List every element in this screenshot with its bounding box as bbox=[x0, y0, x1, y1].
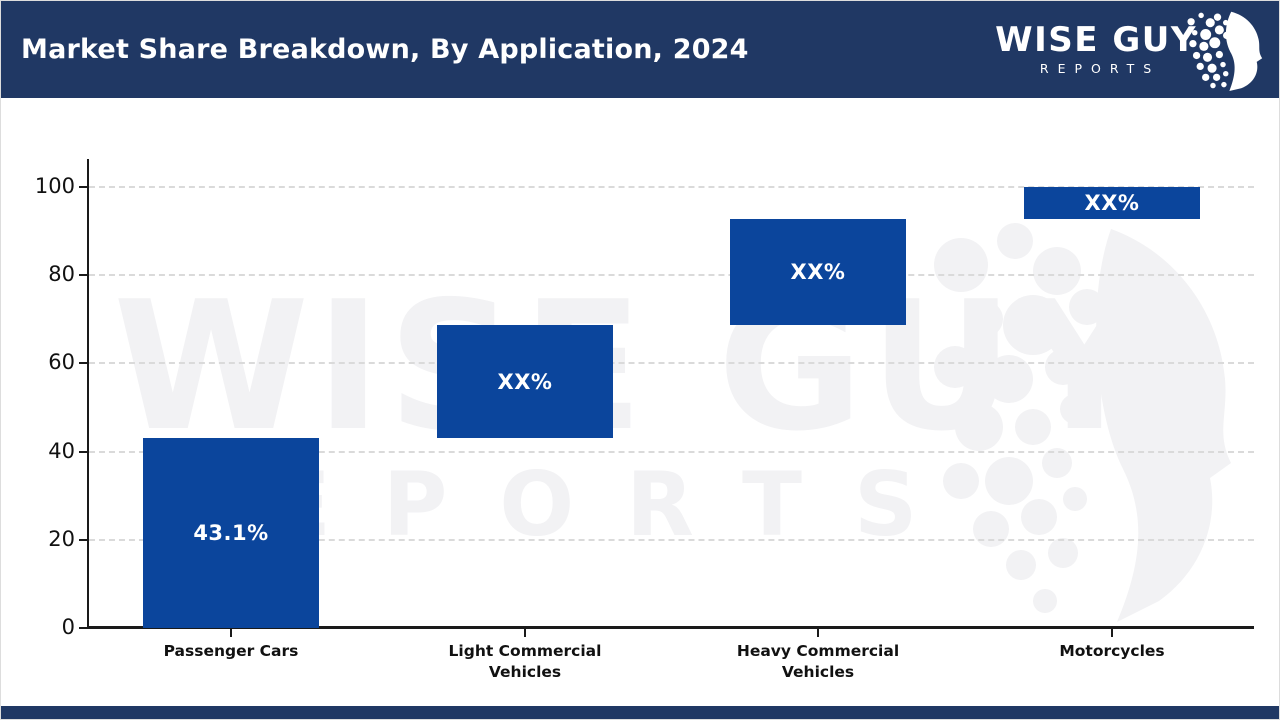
logo-text: WISE GUY REPORTS bbox=[995, 23, 1197, 76]
x-category-label-line: Heavy Commercial bbox=[736, 642, 900, 660]
bar-value-label: 43.1% bbox=[193, 520, 269, 545]
y-tick-label: 100 bbox=[34, 174, 75, 198]
bar: XX% bbox=[437, 325, 613, 438]
gridline bbox=[89, 362, 1254, 365]
gridline bbox=[89, 274, 1254, 277]
bar: XX% bbox=[1024, 187, 1200, 219]
watermark-head-icon bbox=[934, 223, 1231, 622]
logo-subtitle: REPORTS bbox=[1039, 61, 1161, 76]
x-category-label-line: Passenger Cars bbox=[163, 642, 299, 660]
x-category-label: Light Commercial Vehicles bbox=[385, 641, 665, 683]
gridline bbox=[89, 450, 1254, 453]
bar-value-label: XX% bbox=[790, 260, 846, 285]
y-tick-label: 60 bbox=[48, 350, 75, 375]
x-tick-mark bbox=[817, 629, 819, 637]
page-title: Market Share Breakdown, By Application, … bbox=[21, 34, 749, 65]
y-tick-label: 0 bbox=[61, 615, 75, 639]
bar: 43.1% bbox=[143, 437, 319, 628]
bar-value-label: XX% bbox=[497, 369, 553, 394]
x-category-label-line: Light Commercial bbox=[448, 642, 602, 660]
x-category-label: Passenger Cars bbox=[91, 641, 371, 662]
y-tick-mark bbox=[79, 186, 87, 188]
y-tick-label: 20 bbox=[48, 526, 75, 551]
x-category-label: Heavy Commercial Vehicles bbox=[678, 641, 958, 683]
y-axis-line bbox=[87, 159, 89, 628]
wiseguy-head-icon bbox=[1187, 11, 1263, 91]
gridline bbox=[89, 186, 1254, 188]
wiseguy-logo: WISE GUY REPORTS bbox=[995, 9, 1265, 91]
y-tick-mark bbox=[79, 450, 87, 453]
x-category-label: Motorcycles bbox=[972, 641, 1252, 662]
y-tick-mark bbox=[79, 274, 87, 277]
y-tick-mark bbox=[79, 627, 87, 629]
footer-bar bbox=[1, 706, 1279, 719]
x-category-label-line: Vehicles bbox=[781, 663, 855, 681]
x-category-label-line: Motorcycles bbox=[1059, 642, 1165, 660]
logo-name: WISE GUY bbox=[995, 20, 1197, 60]
y-tick-mark bbox=[79, 362, 87, 365]
bar: XX% bbox=[730, 218, 906, 326]
gridline bbox=[89, 538, 1254, 541]
header-bar: Market Share Breakdown, By Application, … bbox=[1, 1, 1279, 98]
x-axis-line bbox=[87, 626, 1254, 629]
y-tick-label: 40 bbox=[48, 438, 75, 463]
x-category-label-line: Vehicles bbox=[488, 663, 562, 681]
x-tick-mark bbox=[524, 629, 526, 637]
x-tick-mark bbox=[1111, 629, 1113, 637]
x-tick-mark bbox=[230, 629, 232, 637]
y-tick-label: 80 bbox=[48, 262, 75, 287]
y-tick-mark bbox=[79, 538, 87, 541]
bar-value-label: XX% bbox=[1084, 190, 1140, 215]
